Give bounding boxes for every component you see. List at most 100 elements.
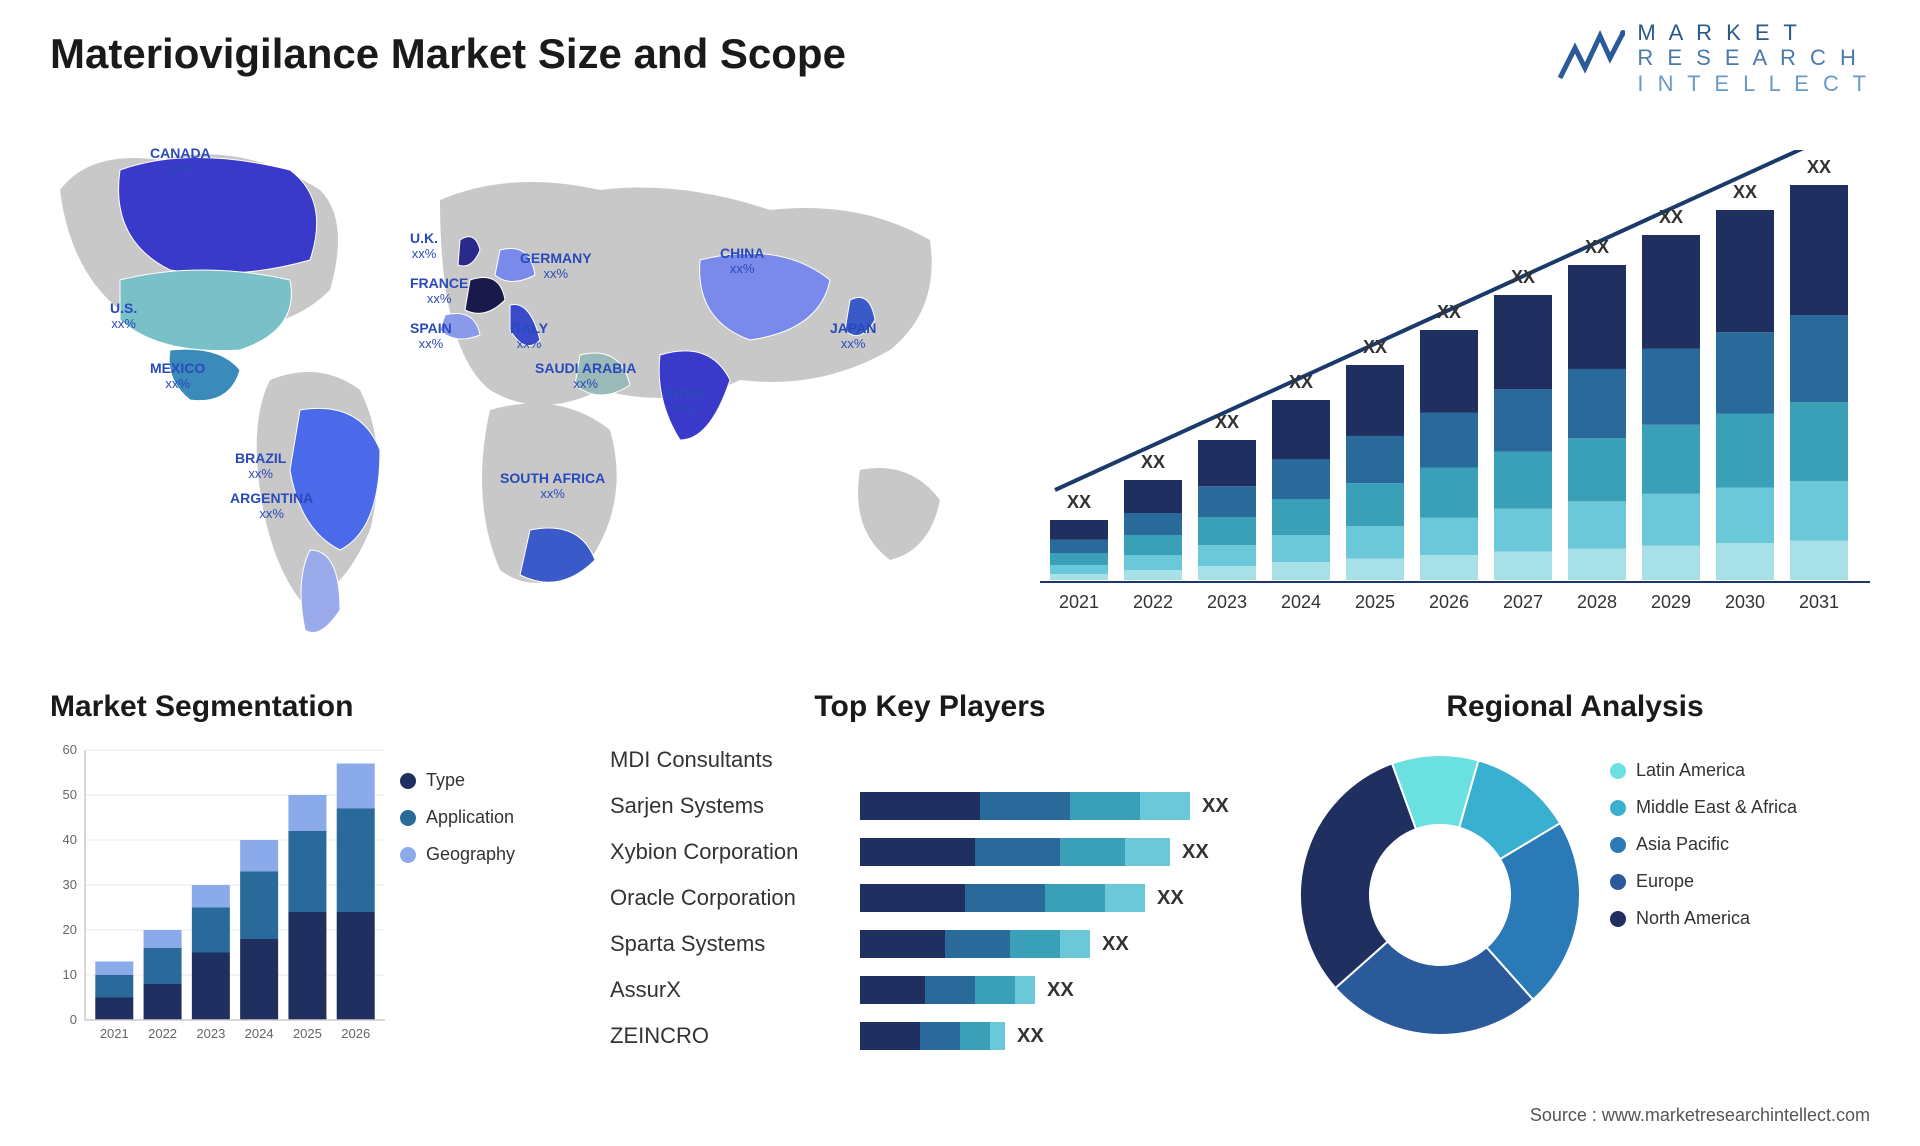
logo-line-1: M A R K E T (1637, 20, 1870, 45)
player-bar-seg (860, 1022, 920, 1050)
player-bar-seg (1045, 884, 1105, 912)
growth-bar-seg (1790, 315, 1848, 402)
growth-bar-seg (1124, 570, 1182, 580)
map-label-us: U.S.xx% (110, 300, 137, 331)
growth-bar-top-label: XX (1437, 302, 1461, 322)
growth-bar-seg (1568, 549, 1626, 581)
player-row: Sarjen Systems XX (610, 786, 1250, 826)
seg-ytick-label: 20 (63, 922, 77, 937)
growth-chart-svg: XX2021XX2022XX2023XX2024XX2025XX2026XX20… (1040, 150, 1870, 650)
growth-bar-seg (1198, 566, 1256, 580)
growth-year-label: 2024 (1281, 592, 1321, 612)
seg-ytick-label: 10 (63, 967, 77, 982)
growth-year-label: 2028 (1577, 592, 1617, 612)
player-value: XX (1102, 933, 1129, 956)
growth-bar-seg (1494, 509, 1552, 552)
regional-legend-item: Middle East & Africa (1610, 797, 1797, 818)
seg-bar-seg (240, 872, 278, 940)
growth-bar-seg (1272, 400, 1330, 459)
seg-bar-seg (337, 912, 375, 1020)
seg-legend-item: Application (400, 807, 515, 828)
player-bar-seg (975, 838, 1060, 866)
player-bar-seg (925, 976, 975, 1004)
player-name: Xybion Corporation (610, 839, 860, 865)
player-bar-wrap: XX (860, 976, 1074, 1004)
player-name: AssurX (610, 977, 860, 1003)
growth-bar-top-label: XX (1511, 267, 1535, 287)
map-label-china: CHINAxx% (720, 245, 764, 276)
player-bar-seg (960, 1022, 990, 1050)
key-players-section: Top Key Players MDI Consultants Sarjen Sy… (610, 690, 1250, 1090)
legend-label: Europe (1636, 871, 1694, 892)
map-label-brazil: BRAZILxx% (235, 450, 286, 481)
map-label-southafrica: SOUTH AFRICAxx% (500, 470, 605, 501)
player-bar-seg (860, 976, 925, 1004)
seg-bar-seg (192, 885, 230, 908)
growth-bar-seg (1420, 468, 1478, 518)
growth-bar-seg (1568, 265, 1626, 369)
growth-bar-seg (1050, 540, 1108, 553)
player-bar-seg (1125, 838, 1170, 866)
seg-bar-seg (240, 939, 278, 1020)
growth-bar-seg (1272, 499, 1330, 535)
segmentation-title: Market Segmentation (50, 690, 570, 724)
growth-bar-seg (1198, 517, 1256, 545)
growth-year-label: 2023 (1207, 592, 1247, 612)
seg-xtick-label: 2026 (341, 1026, 370, 1041)
growth-bar-seg (1124, 513, 1182, 535)
map-label-japan: JAPANxx% (830, 320, 876, 351)
growth-bar-seg (1198, 486, 1256, 517)
growth-year-label: 2022 (1133, 592, 1173, 612)
player-value: XX (1182, 841, 1209, 864)
growth-bar-seg (1494, 389, 1552, 452)
growth-bar-seg (1420, 330, 1478, 413)
player-name: MDI Consultants (610, 747, 860, 773)
seg-xtick-label: 2022 (148, 1026, 177, 1041)
player-name: Sarjen Systems (610, 793, 860, 819)
player-bar-wrap: XX (860, 884, 1184, 912)
source-attribution: Source : www.marketresearchintellect.com (1530, 1105, 1870, 1126)
legend-label: Geography (426, 844, 515, 865)
page-title: Materiovigilance Market Size and Scope (50, 30, 846, 78)
player-bar-seg (1105, 884, 1145, 912)
growth-year-label: 2026 (1429, 592, 1469, 612)
regional-title: Regional Analysis (1290, 690, 1860, 724)
seg-bar-seg (337, 764, 375, 809)
player-bar-seg (860, 838, 975, 866)
player-row: Xybion Corporation XX (610, 832, 1250, 872)
player-bar-seg (1010, 930, 1060, 958)
legend-dot-icon (1610, 800, 1626, 816)
player-row: MDI Consultants (610, 740, 1250, 780)
growth-bar-seg (1124, 535, 1182, 555)
growth-bar-seg (1568, 438, 1626, 501)
player-row: Oracle Corporation XX (610, 878, 1250, 918)
legend-label: Middle East & Africa (1636, 797, 1797, 818)
player-value: XX (1157, 887, 1184, 910)
seg-legend-item: Geography (400, 844, 515, 865)
growth-bar-seg (1346, 436, 1404, 483)
seg-bar-seg (288, 912, 326, 1020)
player-bar-seg (860, 792, 980, 820)
player-bar-seg (1015, 976, 1035, 1004)
growth-bar-seg (1346, 365, 1404, 436)
player-bar (860, 792, 1190, 820)
growth-bar-seg (1790, 541, 1848, 581)
player-bar-seg (980, 792, 1070, 820)
player-value: XX (1202, 795, 1229, 818)
legend-dot-icon (1610, 837, 1626, 853)
growth-bar-seg (1346, 559, 1404, 581)
growth-bar-seg (1198, 545, 1256, 566)
player-value: XX (1047, 979, 1074, 1002)
key-players-title: Top Key Players (610, 690, 1250, 724)
player-bar-seg (990, 1022, 1005, 1050)
player-name: Oracle Corporation (610, 885, 860, 911)
regional-legend-item: Europe (1610, 871, 1797, 892)
growth-bar-seg (1568, 369, 1626, 438)
player-name: ZEINCRO (610, 1023, 860, 1049)
seg-bar-seg (288, 831, 326, 912)
player-bar-wrap: XX (860, 930, 1129, 958)
growth-bar-top-label: XX (1067, 492, 1091, 512)
legend-label: Asia Pacific (1636, 834, 1729, 855)
growth-bar-seg (1494, 452, 1552, 509)
logo-text: M A R K E T R E S E A R C H I N T E L L … (1637, 20, 1870, 96)
